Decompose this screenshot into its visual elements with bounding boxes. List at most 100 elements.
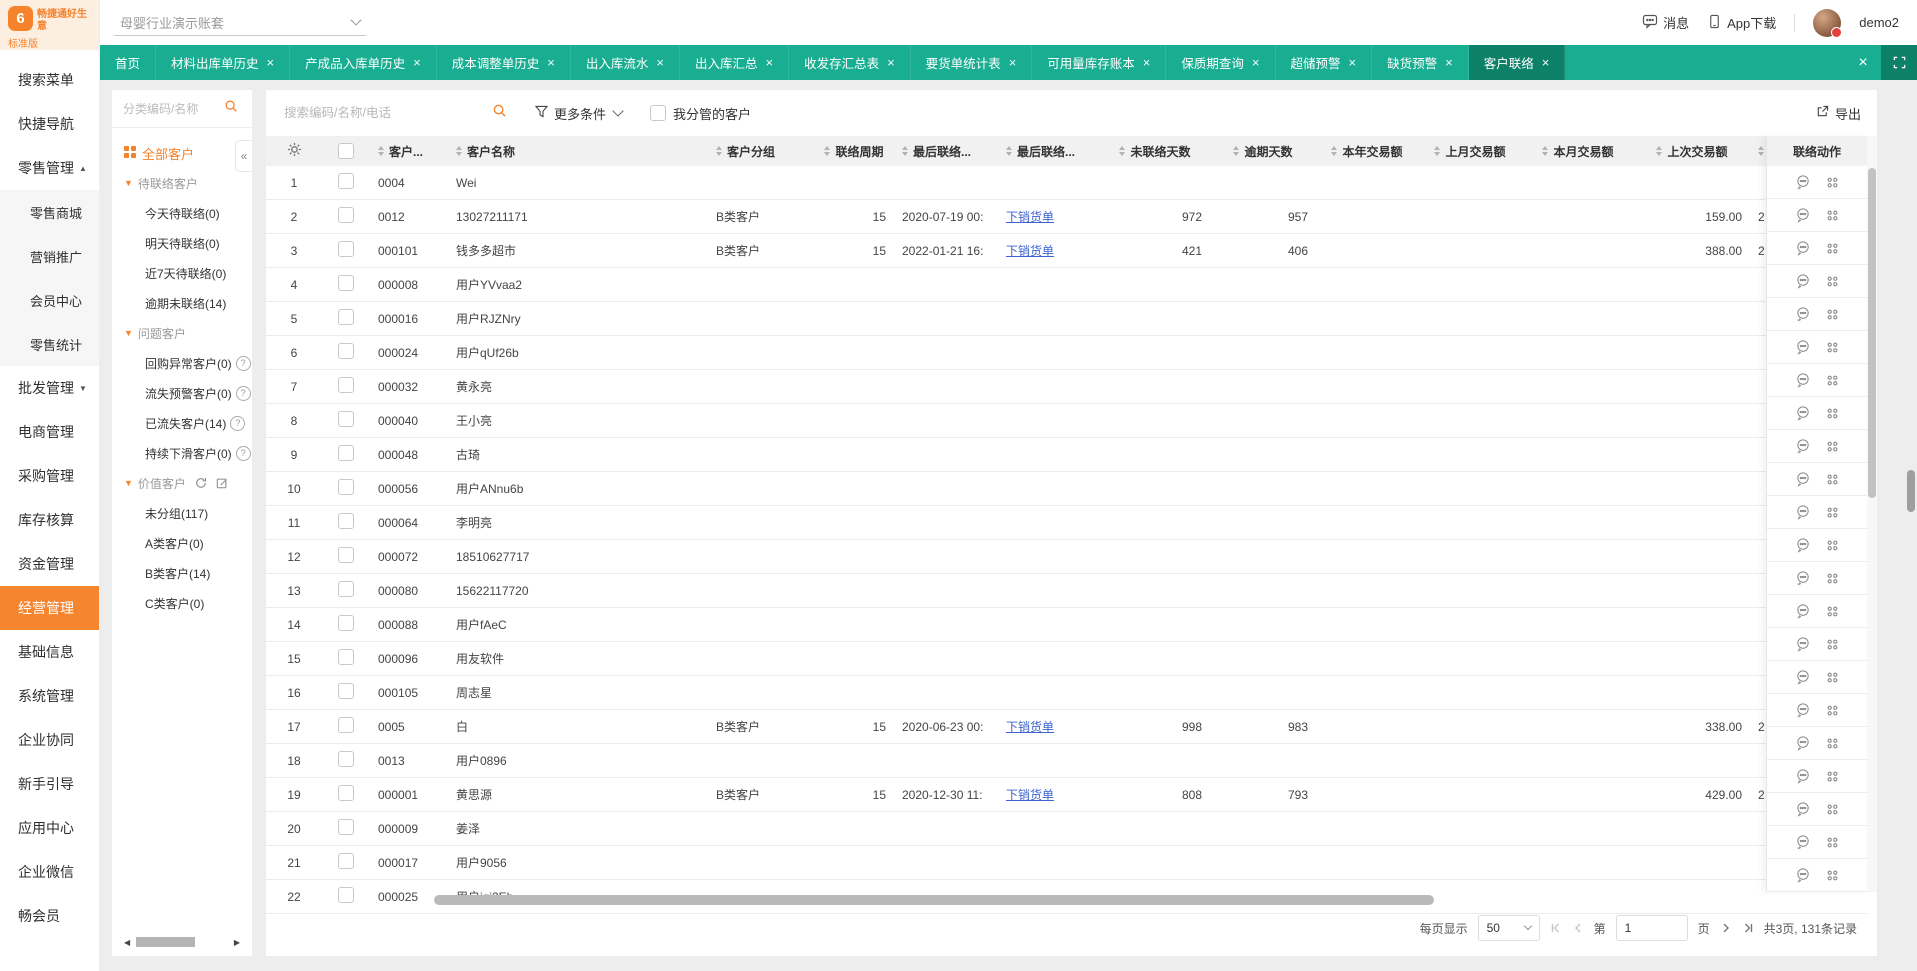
help-icon[interactable]: ? (235, 445, 251, 461)
table-row-5[interactable]: 5 000016 用户RJZNry (266, 302, 1867, 336)
row-checkbox[interactable] (338, 819, 354, 835)
tree-item-0-2[interactable]: 近7天待联络(0) (145, 266, 227, 281)
tab-close-icon[interactable]: × (413, 55, 421, 70)
table-row-7[interactable]: 7 000032 黄永亮 (266, 370, 1867, 404)
edit-icon[interactable] (216, 477, 228, 489)
sort-icon[interactable] (1656, 146, 1663, 156)
contact-record-icon[interactable] (1795, 207, 1811, 223)
sort-icon[interactable] (1434, 146, 1441, 156)
contact-record-icon[interactable] (1795, 504, 1811, 520)
table-row-12[interactable]: 12 000072 18510627717 (266, 540, 1867, 574)
row-checkbox[interactable] (338, 615, 354, 631)
row-checkbox[interactable] (338, 513, 354, 529)
sidebar-item-8[interactable]: 电商管理 (18, 424, 74, 440)
tree-item-2-2[interactable]: B类客户(14) (145, 566, 211, 581)
sidebar-item-14[interactable]: 系统管理 (18, 688, 74, 704)
row-checkbox[interactable] (338, 275, 354, 291)
contact-record-icon[interactable] (1795, 669, 1811, 685)
table-row-8[interactable]: 8 000040 王小亮 (266, 404, 1867, 438)
more-actions-icon[interactable] (1826, 506, 1839, 519)
tree-item-1-3[interactable]: 持续下滑客户(0)? (124, 438, 251, 468)
column-header-last_month_amount[interactable]: 上月交易额 (1418, 136, 1522, 166)
more-actions-icon[interactable] (1826, 704, 1839, 717)
tab-close-icon[interactable]: × (887, 55, 895, 70)
tab-4[interactable]: 出入库流水 × (571, 45, 680, 80)
column-settings-button[interactable] (266, 136, 322, 166)
search-icon[interactable] (224, 99, 238, 118)
table-row-21[interactable]: 21 000017 用户9056 (266, 846, 1867, 880)
row-checkbox[interactable] (338, 207, 354, 223)
table-row-19[interactable]: 19 000001 黄思源 B类客户 15 2020-12-30 11: 下销货单 808 79… (266, 778, 1867, 812)
create-sales-order-link[interactable]: 下销货单 (1006, 244, 1055, 258)
refresh-icon[interactable] (195, 477, 207, 489)
row-checkbox[interactable] (338, 751, 354, 767)
sidebar-item-2[interactable]: 零售管理 ▲ (18, 160, 87, 176)
tree-item-2-3[interactable]: C类客户(0) (145, 596, 205, 611)
prev-page-button[interactable] (1572, 922, 1584, 934)
table-row-11[interactable]: 11 000064 李明亮 (266, 506, 1867, 540)
row-checkbox[interactable] (338, 717, 354, 733)
tab-1[interactable]: 材料出库单历史 × (156, 45, 291, 80)
search-icon[interactable] (492, 103, 507, 123)
hscroll-thumb[interactable] (434, 895, 1434, 905)
category-search-input[interactable] (121, 100, 221, 117)
tab-7[interactable]: 要货单统计表 × (911, 45, 1033, 80)
tab-12[interactable]: 客户联络 × (1468, 45, 1566, 80)
more-actions-icon[interactable] (1826, 803, 1839, 816)
contact-record-icon[interactable] (1795, 537, 1811, 553)
table-hscrollbar[interactable] (266, 894, 1877, 907)
tree-item-1-2[interactable]: 已流失客户(14)? (124, 408, 248, 438)
tab-11[interactable]: 缺货预警 × (1372, 45, 1469, 80)
more-filters-button[interactable]: 更多条件 (534, 104, 624, 123)
table-row-13[interactable]: 13 000080 15622117720 (266, 574, 1867, 608)
tab-close-icon[interactable]: × (547, 55, 555, 70)
tab-0[interactable]: 首页 (100, 45, 157, 80)
vscroll-thumb[interactable] (1868, 168, 1876, 498)
sort-icon[interactable] (1119, 146, 1126, 156)
table-row-1[interactable]: 1 0004 Wei (266, 166, 1867, 200)
contact-record-icon[interactable] (1795, 636, 1811, 652)
row-checkbox[interactable] (338, 241, 354, 257)
tab-2[interactable]: 产成品入库单历史 × (290, 45, 437, 80)
row-checkbox[interactable] (338, 411, 354, 427)
contact-record-icon[interactable] (1795, 834, 1811, 850)
table-row-10[interactable]: 10 000056 用户ANnu6b (266, 472, 1867, 506)
create-sales-order-link[interactable]: 下销货单 (1006, 210, 1055, 224)
tree-group-0[interactable]: ▼ 待联络客户 (124, 176, 198, 191)
column-header-last_contact_time[interactable]: 最后联络... (894, 136, 998, 166)
tree-item-2-0[interactable]: 未分组(117) (145, 506, 209, 521)
tab-6[interactable]: 收发存汇总表 × (789, 45, 911, 80)
sidebar-item-13[interactable]: 基础信息 (18, 644, 74, 660)
sort-icon[interactable] (378, 146, 384, 156)
account-selector[interactable]: 母婴行业演示账套 (114, 9, 366, 36)
create-sales-order-link[interactable]: 下销货单 (1006, 788, 1055, 802)
more-actions-icon[interactable] (1826, 605, 1839, 618)
table-row-16[interactable]: 16 000105 周志星 (266, 676, 1867, 710)
more-actions-icon[interactable] (1826, 770, 1839, 783)
row-checkbox[interactable] (338, 343, 354, 359)
tab-3[interactable]: 成本调整单历史 × (437, 45, 571, 80)
more-actions-icon[interactable] (1826, 374, 1839, 387)
tree-item-1-0[interactable]: 回购异常客户(0)? (124, 348, 251, 378)
collapse-panel-button[interactable]: « (235, 140, 252, 172)
sidebar-item-19[interactable]: 畅会员 (18, 908, 60, 924)
tab-5[interactable]: 出入库汇总 × (680, 45, 790, 80)
contact-record-icon[interactable] (1795, 702, 1811, 718)
sort-icon[interactable] (716, 146, 722, 156)
more-actions-icon[interactable] (1826, 275, 1839, 288)
table-row-14[interactable]: 14 000088 用户fAeC (266, 608, 1867, 642)
column-header-last_amount[interactable]: 上次交易额 (1634, 136, 1750, 166)
sort-icon[interactable] (456, 146, 462, 156)
more-actions-icon[interactable] (1826, 176, 1839, 189)
tab-close-icon[interactable]: × (656, 55, 664, 70)
more-actions-icon[interactable] (1826, 638, 1839, 651)
more-actions-icon[interactable] (1826, 473, 1839, 486)
row-checkbox[interactable] (338, 445, 354, 461)
sort-icon[interactable] (1331, 146, 1338, 156)
avatar[interactable] (1813, 8, 1843, 38)
next-page-button[interactable] (1720, 922, 1732, 934)
tab-9[interactable]: 保质期查询 × (1166, 45, 1276, 80)
more-actions-icon[interactable] (1826, 308, 1839, 321)
more-actions-icon[interactable] (1826, 209, 1839, 222)
close-all-tabs-button[interactable]: × (1858, 53, 1868, 71)
